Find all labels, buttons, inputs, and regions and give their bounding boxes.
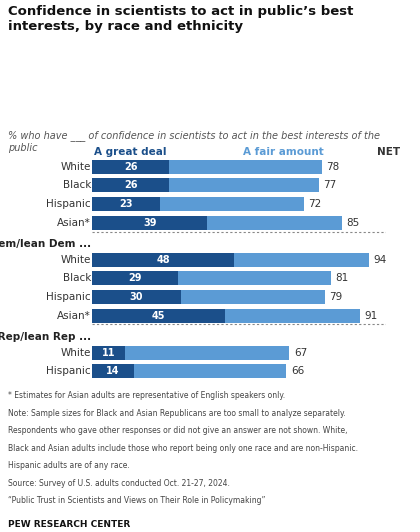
Text: 48: 48 (156, 255, 170, 264)
Text: PEW RESEARCH CENTER: PEW RESEARCH CENTER (8, 520, 131, 529)
Text: 11: 11 (102, 347, 116, 358)
Text: 91: 91 (365, 311, 378, 321)
Bar (178, 271, 331, 286)
Text: Black and Asian adults include those who report being only one race and are non-: Black and Asian adults include those who… (8, 444, 358, 453)
Text: 94: 94 (373, 255, 386, 264)
Text: 72: 72 (308, 199, 322, 209)
Bar (134, 364, 286, 378)
Text: Hispanic adults are of any race.: Hispanic adults are of any race. (8, 461, 130, 470)
Bar (92, 216, 207, 230)
Text: 23: 23 (119, 199, 133, 209)
Text: Black: Black (63, 180, 91, 190)
Bar (169, 178, 319, 193)
Bar (92, 271, 178, 286)
Text: 14: 14 (106, 367, 120, 376)
Bar (92, 178, 169, 193)
Bar (125, 346, 289, 360)
Text: 30: 30 (130, 292, 143, 302)
Bar (181, 290, 325, 304)
Bar (234, 253, 369, 267)
Text: 79: 79 (329, 292, 342, 302)
Bar (92, 346, 125, 360)
Text: 26: 26 (124, 162, 137, 172)
Text: 26: 26 (124, 180, 137, 190)
Text: 66: 66 (291, 367, 304, 376)
Text: “Public Trust in Scientists and Views on Their Role in Policymaking”: “Public Trust in Scientists and Views on… (8, 496, 266, 505)
Text: A great deal: A great deal (94, 147, 167, 157)
Text: Source: Survey of U.S. adults conducted Oct. 21-27, 2024.: Source: Survey of U.S. adults conducted … (8, 479, 230, 488)
Text: Asian*: Asian* (57, 311, 91, 321)
Text: 85: 85 (347, 218, 360, 228)
Text: 67: 67 (294, 347, 307, 358)
Text: Hispanic: Hispanic (46, 292, 91, 302)
Text: Hispanic: Hispanic (46, 199, 91, 209)
Bar (92, 309, 225, 323)
Bar (92, 364, 134, 378)
Bar (92, 253, 234, 267)
Text: 45: 45 (152, 311, 165, 321)
Text: 39: 39 (143, 218, 157, 228)
Text: 78: 78 (326, 162, 339, 172)
Text: % who have ___ of confidence in scientists to act in the best interests of the
p: % who have ___ of confidence in scientis… (8, 130, 381, 153)
Bar (160, 197, 304, 211)
Text: Confidence in scientists to act in public’s best
interests, by race and ethnicit: Confidence in scientists to act in publi… (8, 5, 354, 34)
Bar (92, 160, 169, 174)
Bar (92, 290, 181, 304)
Text: Hispanic: Hispanic (46, 367, 91, 376)
Bar (92, 197, 160, 211)
Text: A fair amount: A fair amount (243, 147, 324, 157)
Text: Respondents who gave other responses or did not give an answer are not shown. Wh: Respondents who gave other responses or … (8, 426, 348, 435)
Text: NET: NET (377, 147, 400, 157)
Text: Asian*: Asian* (57, 218, 91, 228)
Text: * Estimates for Asian adults are representative of English speakers only.: * Estimates for Asian adults are represe… (8, 391, 286, 400)
Text: White: White (60, 347, 91, 358)
Text: Note: Sample sizes for Black and Asian Republicans are too small to analyze sepa: Note: Sample sizes for Black and Asian R… (8, 409, 346, 418)
Bar (225, 309, 360, 323)
Text: Among Dem/lean Dem ...: Among Dem/lean Dem ... (0, 239, 91, 250)
Text: White: White (60, 162, 91, 172)
Text: 77: 77 (323, 180, 336, 190)
Text: 81: 81 (335, 273, 348, 284)
Bar (169, 160, 322, 174)
Bar (207, 216, 342, 230)
Text: Among Rep/lean Rep ...: Among Rep/lean Rep ... (0, 332, 91, 343)
Text: White: White (60, 255, 91, 264)
Text: 29: 29 (128, 273, 142, 284)
Text: Black: Black (63, 273, 91, 284)
